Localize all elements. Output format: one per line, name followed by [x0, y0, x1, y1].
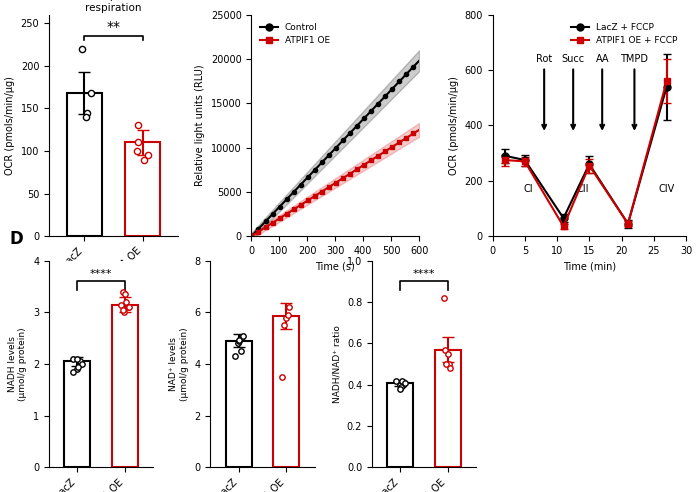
Text: Succ: Succ: [561, 54, 584, 128]
Y-axis label: NAD⁺ levels
(μmol/g protein): NAD⁺ levels (μmol/g protein): [169, 327, 189, 401]
Point: [115, 301, 126, 308]
Point: [445, 364, 456, 372]
Point: [442, 350, 453, 358]
Y-axis label: Relative light units (RLU): Relative light units (RLU): [195, 64, 205, 186]
Bar: [66, 93, 102, 236]
Point: [279, 321, 290, 329]
Point: [118, 308, 130, 316]
Point: [395, 383, 406, 391]
Point: [233, 336, 244, 343]
Point: [395, 385, 406, 393]
Point: [440, 346, 451, 354]
Point: [232, 339, 244, 347]
Text: Rot: Rot: [536, 54, 552, 128]
Point: [80, 113, 91, 121]
Bar: [387, 383, 413, 467]
X-axis label: Time (s): Time (s): [316, 261, 355, 272]
Point: [117, 306, 128, 314]
Point: [72, 363, 83, 370]
Point: [74, 358, 85, 366]
Point: [77, 45, 88, 53]
X-axis label: Time (min): Time (min): [563, 261, 616, 272]
Point: [438, 294, 449, 302]
Point: [234, 337, 245, 345]
Point: [236, 347, 247, 355]
Bar: [64, 362, 90, 467]
Y-axis label: NADH levels
(μmol/g protein): NADH levels (μmol/g protein): [8, 327, 27, 401]
Text: CI: CI: [523, 184, 533, 194]
Point: [397, 377, 408, 385]
Point: [276, 373, 288, 381]
Point: [399, 379, 410, 387]
Y-axis label: OCR (pmols/min/μg): OCR (pmols/min/μg): [5, 76, 15, 175]
Point: [123, 303, 134, 311]
Point: [68, 368, 79, 376]
Text: CIV: CIV: [659, 184, 675, 194]
Y-axis label: NADH/NAD⁺ ratio: NADH/NAD⁺ ratio: [332, 325, 341, 403]
Point: [74, 360, 85, 368]
Bar: [273, 316, 299, 467]
Text: **: **: [106, 20, 120, 34]
Point: [281, 314, 292, 322]
Bar: [226, 341, 252, 467]
Text: CII: CII: [577, 184, 589, 194]
Point: [282, 311, 293, 319]
Point: [284, 303, 295, 311]
Point: [72, 355, 83, 363]
Text: C: C: [458, 0, 470, 1]
Point: [142, 152, 153, 159]
Y-axis label: OCR (pmols/min/μg): OCR (pmols/min/μg): [449, 76, 458, 175]
Point: [391, 377, 402, 385]
Text: B: B: [218, 0, 230, 1]
Bar: [112, 305, 138, 467]
Bar: [435, 350, 461, 467]
Point: [394, 381, 405, 389]
Point: [117, 288, 128, 296]
Text: AA: AA: [596, 54, 609, 128]
Point: [398, 381, 409, 389]
Point: [235, 335, 246, 342]
Point: [229, 352, 240, 360]
Point: [119, 290, 130, 298]
Point: [71, 365, 83, 373]
Text: ****: ****: [413, 269, 435, 279]
Point: [444, 360, 455, 368]
Point: [131, 147, 142, 155]
Point: [238, 332, 249, 339]
Point: [132, 139, 144, 147]
Text: ****: ****: [90, 269, 112, 279]
Text: TMPD: TMPD: [620, 54, 648, 128]
Point: [121, 298, 132, 306]
Point: [82, 109, 93, 117]
Title: ADP-dependent
respiration: ADP-dependent respiration: [73, 0, 154, 13]
Point: [76, 360, 88, 368]
Point: [132, 122, 144, 129]
Legend: LacZ + FCCP, ATPIF1 OE + FCCP: LacZ + FCCP, ATPIF1 OE + FCCP: [568, 19, 682, 49]
Point: [441, 360, 452, 368]
Point: [122, 303, 133, 311]
Point: [85, 89, 96, 97]
Legend: Control, ATPIF1 OE: Control, ATPIF1 OE: [256, 19, 334, 49]
Text: D: D: [9, 230, 23, 248]
Point: [139, 155, 150, 163]
Point: [68, 355, 79, 363]
Text: A: A: [4, 0, 17, 1]
Bar: [125, 143, 160, 236]
